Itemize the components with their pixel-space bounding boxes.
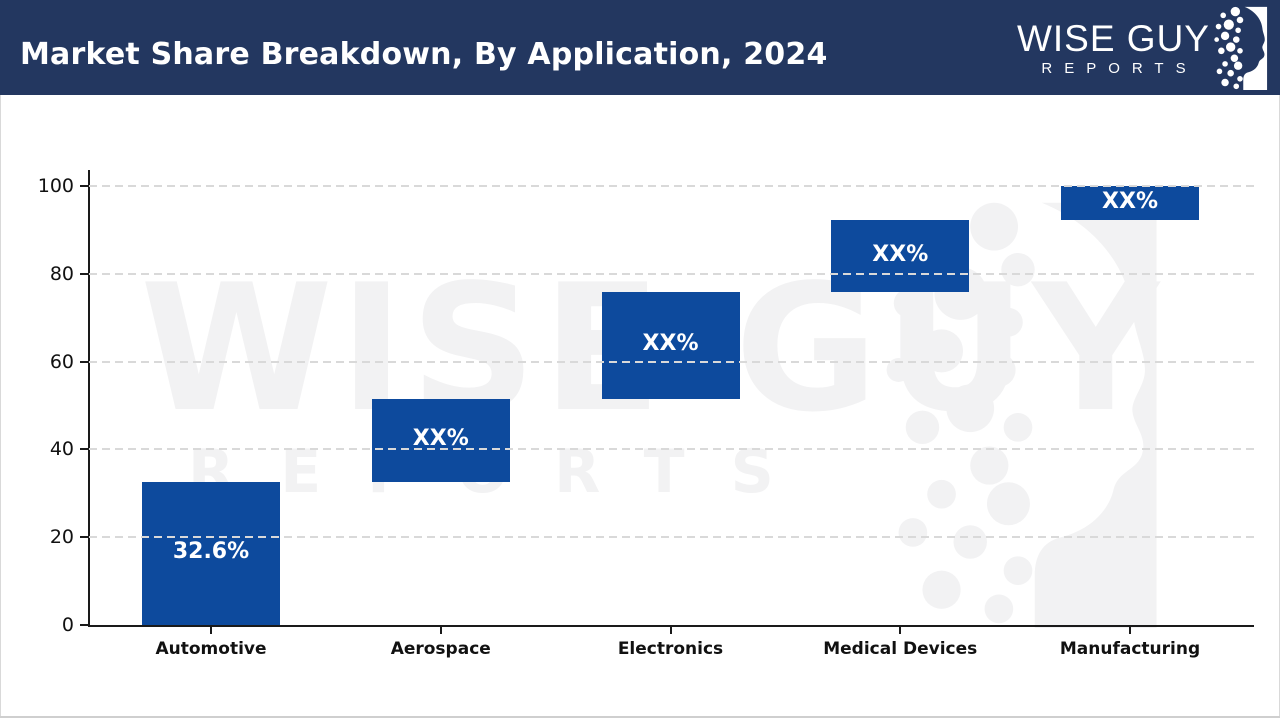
gridline [89,536,1254,539]
gridline [89,360,1254,363]
bar-value-label: XX% [642,331,699,357]
y-axis-tick [80,185,88,187]
category-label-medical-devices: Medical Devices [823,639,978,659]
y-axis-tick [80,624,88,626]
y-axis-tick [80,360,88,363]
bar-medical-devices [831,219,970,292]
category-label-electronics: Electronics [617,639,724,659]
x-axis-tick [439,626,442,634]
x-axis-tick [210,626,212,634]
bar-value-label: 32.6% [172,539,250,565]
y-axis-tick [80,272,88,275]
y-axis-tick-label: 100 [37,175,74,197]
gridline [89,185,1254,187]
page-bottom-divider [0,716,1280,718]
bar-value-label: XX% [412,426,469,452]
y-axis-tick-label: 20 [49,526,74,549]
gridline [89,448,1254,451]
wiseguy-logo: WISE GUY REPORTS [1017,6,1268,90]
bar-aerospace [371,398,510,482]
logo-subtitle: REPORTS [1041,59,1198,77]
category-label-aerospace: Aerospace [390,639,491,659]
y-axis-line [88,170,90,627]
category-label-manufacturing: Manufacturing [1059,639,1201,659]
x-axis-tick [899,626,902,634]
bar-value-label: XX% [1102,188,1158,214]
bar-automotive [142,481,280,625]
logo-wordmark: WISE GUY [1016,17,1210,59]
gridline [89,272,1254,275]
y-axis-tick-label: 60 [49,350,74,373]
page-left-border [0,95,1,717]
page-title: Market Share Breakdown, By Application, … [20,37,828,72]
y-axis-tick [80,448,88,451]
bar-electronics [601,291,740,399]
y-axis-tick-label: 40 [49,438,74,461]
bar-manufacturing [1061,186,1199,220]
wiseguy-logo-text: WISE GUY REPORTS [1016,17,1210,78]
x-axis-tick [1129,626,1131,634]
y-axis-tick [80,536,88,539]
category-label-automotive: Automotive [155,639,267,659]
x-axis-tick [669,626,672,634]
y-axis-tick-label: 0 [61,614,74,636]
y-axis-tick-label: 80 [49,262,74,285]
report-header: Market Share Breakdown, By Application, … [0,0,1280,95]
wiseguy-face-icon [1214,6,1268,90]
bar-value-label: XX% [872,241,929,267]
